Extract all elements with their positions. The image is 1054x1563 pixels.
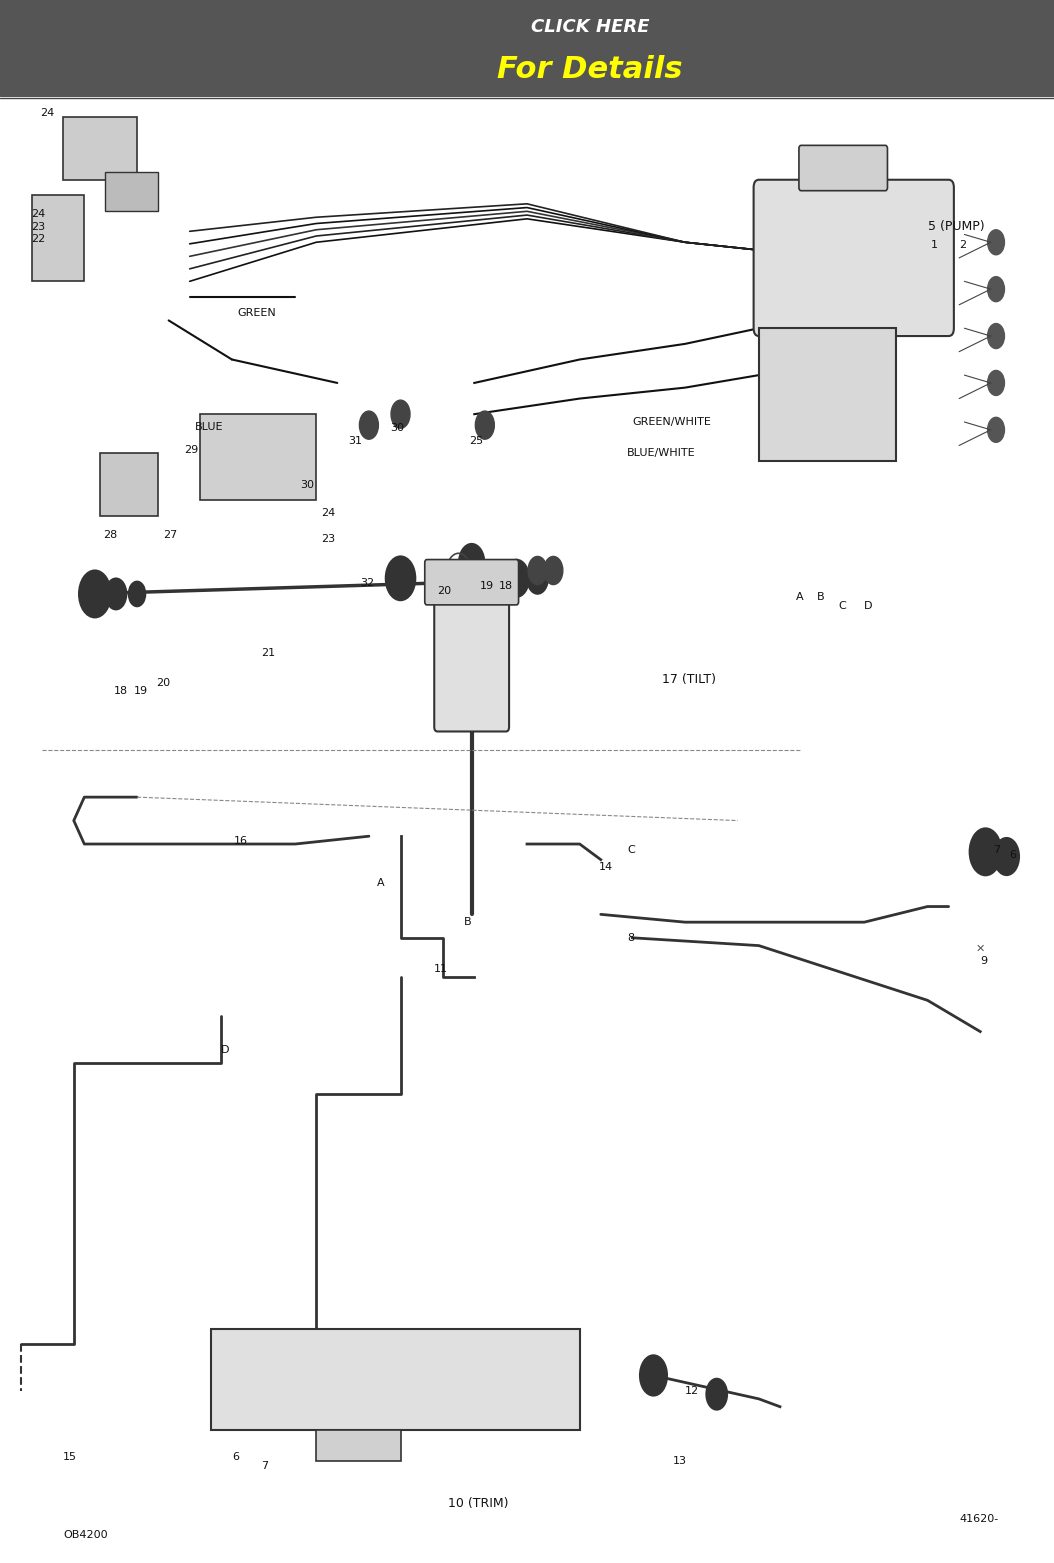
Text: For Details: For Details: [497, 55, 683, 84]
Circle shape: [386, 556, 415, 600]
Text: C: C: [627, 846, 635, 855]
Text: 20: 20: [156, 678, 170, 688]
Text: 28: 28: [103, 530, 118, 539]
Circle shape: [79, 570, 111, 617]
FancyBboxPatch shape: [211, 1329, 580, 1430]
Text: 21: 21: [261, 649, 275, 658]
FancyBboxPatch shape: [799, 145, 887, 191]
Text: BLUE/WHITE: BLUE/WHITE: [627, 449, 696, 458]
Circle shape: [460, 544, 485, 581]
Text: 19: 19: [480, 581, 493, 591]
FancyBboxPatch shape: [105, 172, 158, 211]
Text: 16: 16: [234, 836, 248, 846]
Text: 26: 26: [227, 86, 240, 95]
Text: 27: 27: [163, 530, 178, 539]
Text: GREEN/WHITE: GREEN/WHITE: [632, 417, 711, 427]
FancyBboxPatch shape: [0, 100, 1054, 1563]
Text: 7: 7: [993, 846, 1000, 855]
Text: ✕: ✕: [976, 944, 984, 953]
Text: 23: 23: [321, 535, 335, 544]
Text: A: A: [796, 592, 803, 602]
Circle shape: [475, 411, 494, 439]
Text: 19: 19: [134, 686, 148, 696]
Circle shape: [988, 417, 1004, 442]
Circle shape: [129, 581, 145, 606]
Circle shape: [359, 411, 378, 439]
Text: 15: 15: [63, 1452, 77, 1461]
Text: 14: 14: [599, 863, 612, 872]
Text: 17 (TILT): 17 (TILT): [662, 674, 716, 686]
Text: B: B: [464, 917, 471, 927]
Text: 7: 7: [261, 1461, 269, 1471]
Circle shape: [706, 1379, 727, 1410]
FancyBboxPatch shape: [63, 117, 137, 180]
Text: A: A: [377, 878, 385, 888]
Text: 5 (PUMP): 5 (PUMP): [928, 220, 984, 233]
Text: D: D: [221, 1046, 230, 1055]
Text: 10 (TRIM): 10 (TRIM): [448, 1497, 508, 1510]
Circle shape: [528, 556, 547, 585]
Text: 30: 30: [390, 424, 404, 433]
Text: 24: 24: [32, 209, 46, 219]
Text: OB4200: OB4200: [63, 1530, 108, 1540]
FancyBboxPatch shape: [425, 560, 519, 605]
Text: C: C: [838, 602, 845, 611]
FancyBboxPatch shape: [759, 328, 896, 461]
Text: 31: 31: [348, 436, 362, 445]
Text: 18: 18: [114, 686, 128, 696]
Text: 41620-: 41620-: [959, 1515, 998, 1524]
Circle shape: [988, 230, 1004, 255]
Circle shape: [994, 838, 1019, 875]
Text: BLUE: BLUE: [195, 422, 223, 431]
Circle shape: [105, 578, 126, 610]
Circle shape: [527, 563, 548, 594]
Text: 29: 29: [184, 445, 199, 455]
Text: 30: 30: [300, 480, 314, 489]
Text: 1: 1: [931, 241, 938, 250]
Text: 23: 23: [32, 222, 45, 231]
Text: 20: 20: [437, 586, 451, 596]
Text: 18: 18: [499, 581, 512, 591]
Text: 6: 6: [232, 1452, 239, 1461]
Text: GREEN: GREEN: [237, 308, 276, 317]
Text: 9: 9: [980, 957, 988, 966]
Circle shape: [970, 828, 1001, 875]
FancyBboxPatch shape: [200, 414, 316, 500]
Circle shape: [988, 370, 1004, 395]
Circle shape: [391, 400, 410, 428]
Text: 8: 8: [627, 933, 635, 942]
FancyBboxPatch shape: [754, 180, 954, 336]
Circle shape: [988, 277, 1004, 302]
Circle shape: [453, 563, 464, 578]
Text: 2: 2: [959, 241, 967, 250]
Circle shape: [988, 324, 1004, 349]
FancyBboxPatch shape: [316, 1430, 401, 1461]
Text: 6: 6: [1010, 850, 1017, 860]
Text: 24: 24: [321, 508, 336, 517]
Text: 22: 22: [32, 234, 46, 244]
Text: 32: 32: [360, 578, 374, 588]
Text: 11: 11: [434, 964, 448, 974]
Text: Order by Part Number and Name, giving Motor Model and Serial: Order by Part Number and Name, giving Mo…: [327, 9, 727, 22]
FancyBboxPatch shape: [0, 0, 1054, 97]
FancyBboxPatch shape: [100, 453, 158, 516]
Text: 25: 25: [469, 436, 483, 445]
Text: 13: 13: [672, 1457, 686, 1466]
FancyBboxPatch shape: [434, 597, 509, 731]
Text: D: D: [864, 602, 873, 611]
Circle shape: [640, 1355, 667, 1396]
Text: 23: 23: [137, 61, 151, 70]
Text: 12: 12: [685, 1386, 699, 1396]
FancyBboxPatch shape: [32, 195, 84, 281]
Circle shape: [504, 560, 529, 597]
Circle shape: [544, 556, 563, 585]
Text: B: B: [817, 592, 824, 602]
Text: 24: 24: [40, 108, 55, 117]
Text: 22: 22: [153, 77, 168, 86]
Text: CLICK HERE: CLICK HERE: [531, 19, 649, 36]
